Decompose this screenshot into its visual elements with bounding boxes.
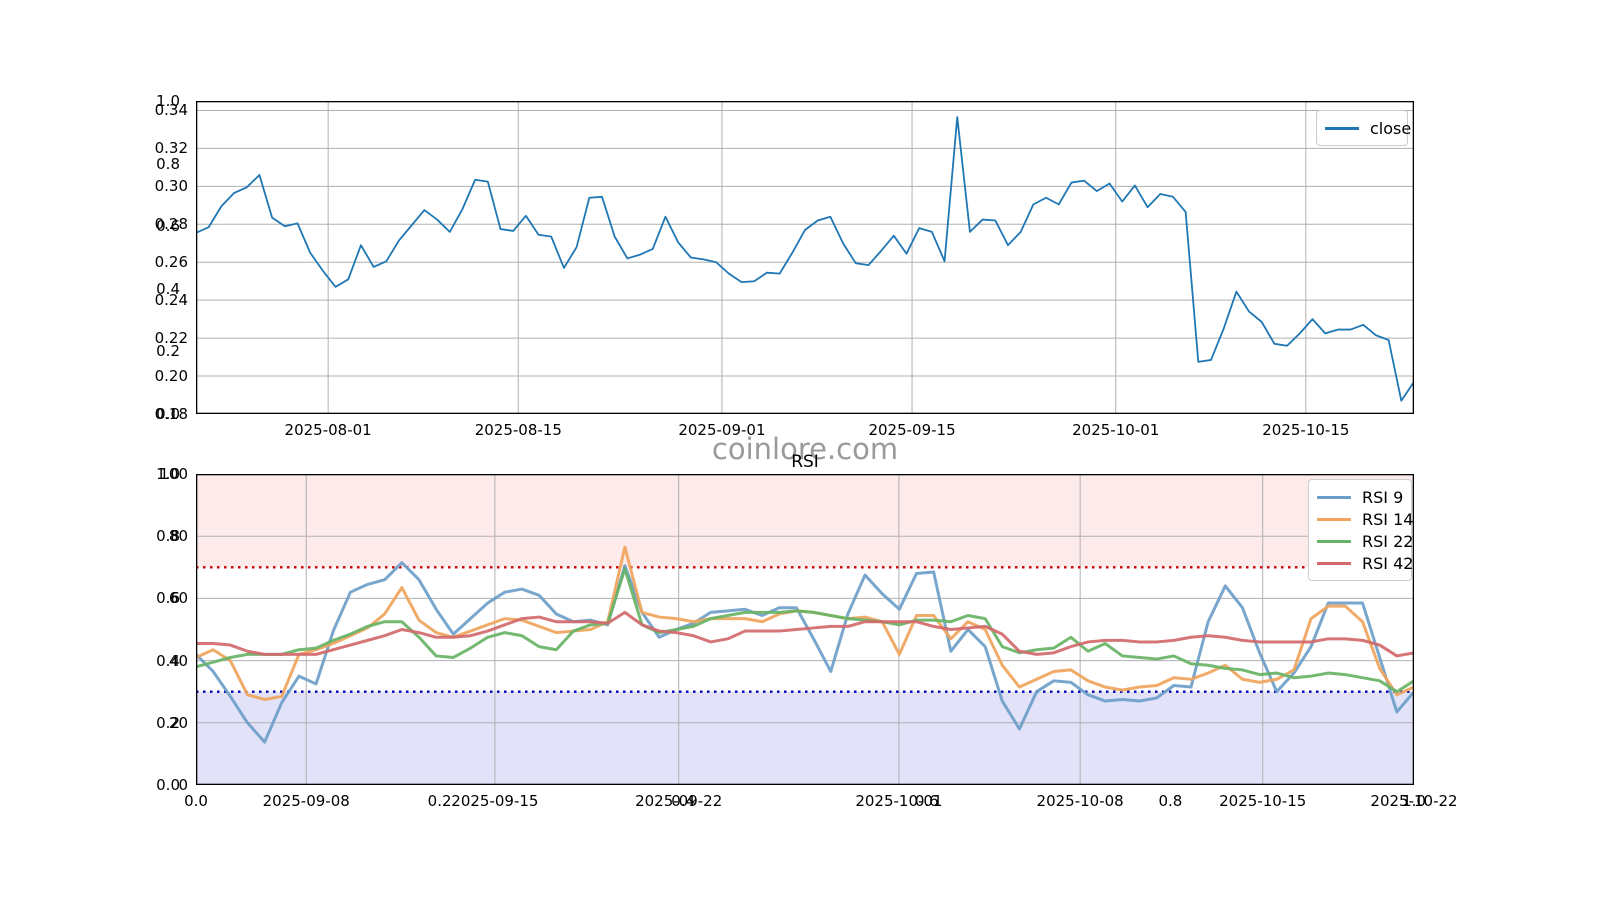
price-x-tick: 2025-10-15 — [1262, 421, 1350, 439]
price-y-overlay-tick: 0.2 — [156, 342, 180, 361]
rsi-legend-item[interactable]: RSI 14 — [1317, 508, 1413, 530]
price-legend-item[interactable]: close — [1325, 117, 1411, 139]
price-x-tick: 2025-08-15 — [474, 421, 562, 439]
rsi-legend-label: RSI 42 — [1362, 553, 1414, 573]
rsi-y-tick: 80 — [168, 527, 188, 546]
rsi-y-overlay-tick: 0.4 — [156, 651, 180, 670]
price-y-overlay-tick: 1.0 — [156, 92, 180, 110]
rsi-legend-label: RSI 9 — [1362, 487, 1404, 507]
rsi-legend-label: RSI 14 — [1362, 509, 1414, 529]
price-y-tick: 0.24 — [154, 291, 188, 310]
rsi-y-tick: 0 — [178, 776, 188, 794]
legend-line-icon — [1325, 126, 1359, 130]
legend-line-icon — [1317, 517, 1351, 521]
price-y-tick: 0.18 — [154, 405, 188, 423]
legend-line-icon — [1317, 495, 1351, 499]
rsi-legend-item[interactable]: RSI 22 — [1317, 530, 1413, 552]
rsi-x-overlay-tick: 0.6 — [914, 792, 939, 810]
price-plot-area — [196, 101, 1414, 414]
legend-line-icon — [1317, 539, 1351, 543]
price-y-tick: 0.20 — [154, 367, 188, 386]
rsi-legend: RSI 9 RSI 14 RSI 22 RSI 42 — [1308, 479, 1413, 581]
price-y-tick: 0.34 — [154, 101, 188, 120]
rsi-panel-title: RSI — [791, 452, 819, 472]
rsi-legend-label: RSI 22 — [1362, 531, 1414, 551]
legend-line-icon — [1317, 561, 1351, 565]
price-x-tick: 2025-08-01 — [284, 421, 372, 439]
rsi-x-overlay-tick: 1.0 — [1402, 792, 1426, 810]
rsi-x-tick: 2025-10-22 — [1370, 792, 1458, 810]
price-y-tick: 0.30 — [154, 177, 188, 196]
price-legend: close — [1316, 110, 1411, 146]
price-chart-panel — [196, 101, 1414, 414]
rsi-x-tick: 2025-10-01 — [855, 792, 943, 810]
rsi-x-overlay-tick: 0.8 — [1158, 792, 1183, 810]
price-legend-label: close — [1370, 118, 1412, 138]
price-x-tick: 2025-09-01 — [678, 421, 766, 439]
rsi-y-overlay-tick: 0.8 — [156, 527, 180, 546]
price-y-tick: 0.32 — [154, 139, 188, 158]
price-y-tick: 0.26 — [154, 253, 188, 272]
watermark-coinlore: coinlore.com — [711, 432, 899, 466]
price-y-tick: 0.22 — [154, 329, 188, 348]
rsi-y-tick: 40 — [168, 651, 188, 670]
price-y-overlay-tick: 0.8 — [156, 154, 180, 173]
price-y-tick: 0.28 — [154, 215, 188, 234]
rsi-plot-area — [196, 474, 1414, 785]
rsi-y-overlay-tick: 0.2 — [156, 713, 180, 732]
price-y-overlay-tick: 0.0 — [156, 405, 180, 423]
price-y-overlay-tick: 0.6 — [156, 217, 180, 236]
rsi-x-tick: 2025-10-08 — [1036, 792, 1124, 810]
rsi-y-overlay-tick: 1.0 — [156, 465, 180, 483]
rsi-y-overlay-tick: 0.0 — [156, 776, 180, 794]
rsi-x-tick: 2025-09-22 — [635, 792, 723, 810]
rsi-x-tick: 2025-10-15 — [1219, 792, 1307, 810]
rsi-x-tick: 2025-09-15 — [451, 792, 539, 810]
rsi-x-overlay-tick: 0.4 — [671, 792, 696, 810]
rsi-y-tick: 60 — [168, 589, 188, 608]
rsi-x-tick: 2025-09-08 — [262, 792, 350, 810]
rsi-legend-item[interactable]: RSI 42 — [1317, 552, 1413, 574]
rsi-y-tick: 20 — [168, 713, 188, 732]
price-y-overlay-tick: 0.4 — [156, 279, 180, 298]
rsi-x-overlay-tick: 0.2 — [427, 792, 452, 810]
rsi-legend-item[interactable]: RSI 9 — [1317, 486, 1404, 508]
rsi-y-overlay-tick: 0.6 — [156, 589, 180, 608]
price-x-tick: 2025-10-01 — [1072, 421, 1160, 439]
rsi-y-tick: 100 — [159, 465, 188, 483]
price-x-tick: 2025-09-15 — [868, 421, 956, 439]
rsi-x-overlay-tick: 0.0 — [184, 792, 208, 810]
rsi-chart-panel — [196, 474, 1414, 785]
